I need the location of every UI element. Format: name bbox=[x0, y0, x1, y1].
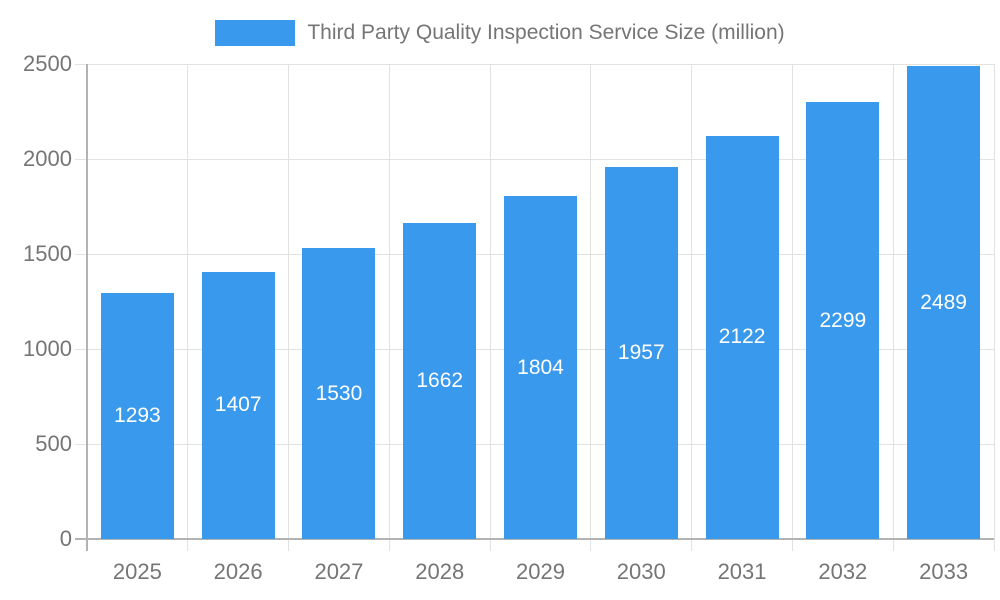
gridline-vertical bbox=[288, 64, 290, 539]
x-axis-label: 2033 bbox=[919, 559, 969, 584]
bar-value-label: 1293 bbox=[114, 404, 161, 428]
y-axis-tick bbox=[75, 443, 87, 445]
gridline-vertical bbox=[187, 64, 189, 539]
y-axis-tick bbox=[75, 63, 87, 65]
gridline-vertical bbox=[691, 64, 693, 539]
bar-value-label: 1530 bbox=[315, 381, 363, 405]
y-axis-tick bbox=[75, 348, 87, 350]
chart-legend[interactable]: Third Party Quality Inspection Service S… bbox=[0, 20, 1000, 46]
x-axis-tick bbox=[892, 539, 894, 551]
bar-value-label: 2489 bbox=[920, 290, 967, 314]
y-axis-label: 0 bbox=[59, 526, 72, 551]
y-axis-line bbox=[86, 64, 88, 551]
x-axis-label: 2028 bbox=[415, 559, 465, 584]
gridline-horizontal bbox=[87, 158, 994, 160]
x-axis-tick bbox=[288, 539, 290, 551]
legend-label: Third Party Quality Inspection Service S… bbox=[307, 21, 785, 44]
bar: 2122 bbox=[705, 135, 779, 539]
bar: 1662 bbox=[403, 223, 477, 539]
bar-value-label: 2299 bbox=[819, 308, 867, 332]
y-axis-tick bbox=[75, 158, 87, 160]
bar-value-label: 1957 bbox=[617, 341, 665, 365]
x-axis-label: 2030 bbox=[616, 559, 666, 584]
x-axis-tick bbox=[791, 539, 793, 551]
y-axis-label: 1000 bbox=[23, 336, 72, 361]
gridline-vertical bbox=[489, 64, 491, 539]
gridline-vertical bbox=[892, 64, 894, 539]
bar-value-label: 1804 bbox=[517, 355, 564, 379]
x-axis-label: 2027 bbox=[314, 559, 364, 584]
y-axis-label: 2500 bbox=[23, 51, 72, 76]
y-axis-label: 2000 bbox=[23, 146, 72, 171]
bar: 1957 bbox=[604, 167, 678, 539]
bar: 1407 bbox=[201, 271, 275, 539]
x-axis-line bbox=[75, 538, 994, 540]
x-axis-tick bbox=[993, 539, 995, 551]
x-axis-tick bbox=[590, 539, 592, 551]
x-axis-label: 2032 bbox=[818, 559, 868, 584]
gridline-vertical bbox=[590, 64, 592, 539]
bar: 2489 bbox=[907, 66, 981, 539]
y-axis-label: 1500 bbox=[23, 241, 72, 266]
x-axis-tick bbox=[489, 539, 491, 551]
gridline-vertical bbox=[388, 64, 390, 539]
x-axis-label: 2031 bbox=[717, 559, 767, 584]
bar-value-label: 2122 bbox=[718, 325, 766, 349]
bar: 1530 bbox=[302, 248, 376, 539]
x-axis-tick bbox=[187, 539, 189, 551]
bar-value-label: 1662 bbox=[416, 369, 464, 393]
gridline-vertical bbox=[791, 64, 793, 539]
y-axis-tick bbox=[75, 253, 87, 255]
x-axis-label: 2029 bbox=[516, 559, 565, 584]
bar: 1293 bbox=[100, 293, 174, 539]
x-axis-label: 2025 bbox=[112, 559, 162, 584]
bar: 2299 bbox=[806, 102, 880, 539]
gridline-vertical bbox=[993, 64, 995, 539]
gridline-horizontal bbox=[87, 63, 994, 65]
x-axis-tick bbox=[388, 539, 390, 551]
bar-value-label: 1407 bbox=[214, 393, 262, 417]
legend-swatch bbox=[215, 20, 296, 46]
bar: 1804 bbox=[504, 196, 577, 539]
x-axis-tick bbox=[691, 539, 693, 551]
y-axis-label: 500 bbox=[35, 431, 72, 456]
x-axis-label: 2026 bbox=[213, 559, 263, 584]
